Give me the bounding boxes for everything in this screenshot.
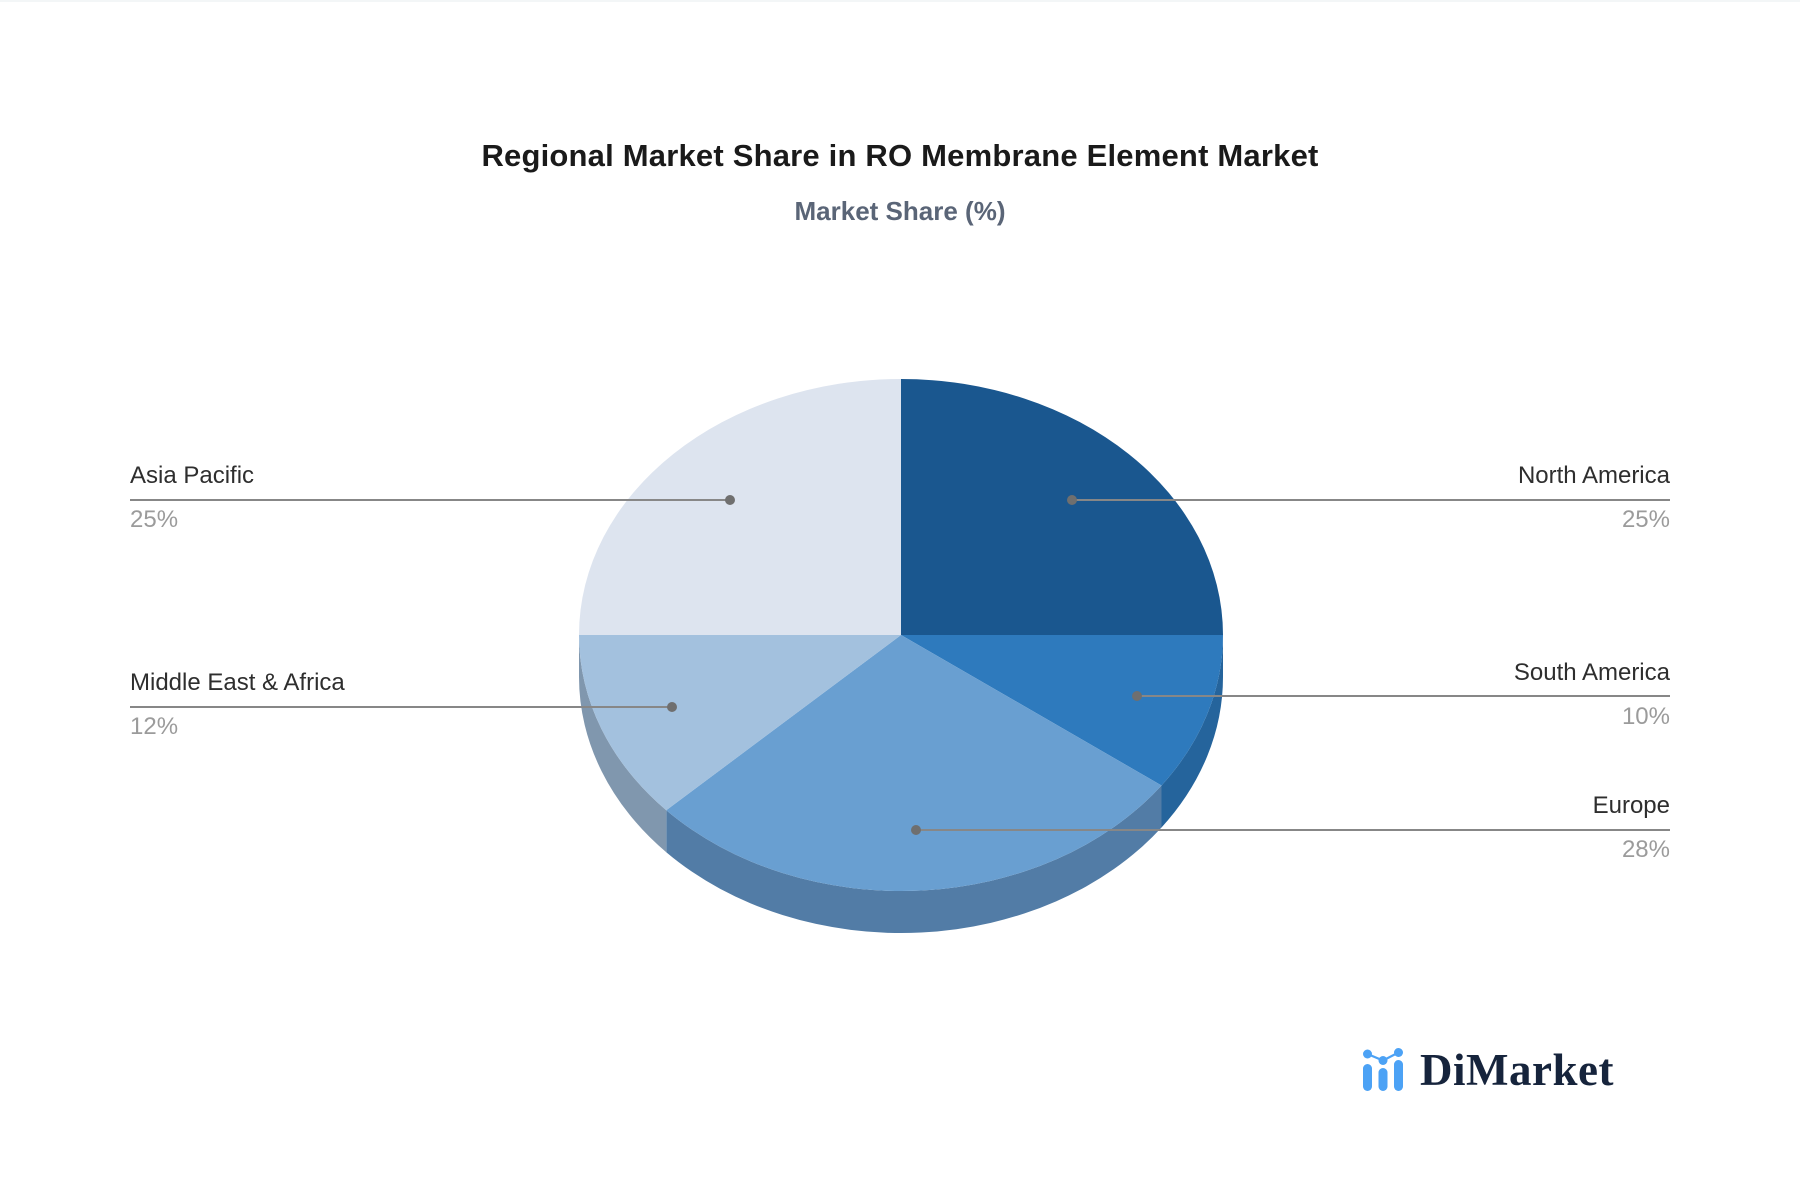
callout-value-middle-east-africa: 12% [130, 713, 179, 740]
pie-slice-side-middle-east-africa [579, 635, 667, 853]
pie-slice-europe[interactable] [666, 635, 1162, 891]
callout-value-europe: 28% [1621, 836, 1670, 863]
callout-label-middle-east-africa: Middle East & Africa [130, 669, 345, 696]
leader-dot-middle-east-africa [667, 702, 677, 712]
chart-subtitle: Market Share (%) [794, 196, 1006, 226]
brand-name: DiMarket [1420, 1045, 1614, 1095]
callout-label-asia-pacific: Asia Pacific [130, 462, 255, 489]
callout-label-south-america: South America [1513, 659, 1670, 686]
brand-bar-chart-icon [1363, 1048, 1403, 1091]
callout-value-south-america: 10% [1621, 703, 1670, 730]
leader-dot-south-america [1132, 691, 1142, 701]
pie-slice-asia-pacific[interactable] [579, 379, 901, 635]
callout-label-europe: Europe [1592, 792, 1670, 819]
brand-logo: DiMarket [1362, 1044, 1614, 1096]
pie-slice-middle-east-africa[interactable] [579, 635, 901, 811]
leader-dot-europe [911, 825, 921, 835]
pie-slice-south-america[interactable] [901, 635, 1223, 786]
callout-value-north-america: 25% [1621, 506, 1670, 533]
pie-slice-side-europe [666, 785, 1162, 933]
callout-value-asia-pacific: 25% [130, 506, 179, 533]
pie-slice-side-south-america [1161, 635, 1223, 828]
chart-title: Regional Market Share in RO Membrane Ele… [481, 138, 1319, 173]
pie-slice-north-america[interactable] [901, 379, 1223, 635]
leader-dot-asia-pacific [725, 495, 735, 505]
leader-dot-north-america [1067, 495, 1077, 505]
callout-label-north-america: North America [1517, 462, 1670, 489]
